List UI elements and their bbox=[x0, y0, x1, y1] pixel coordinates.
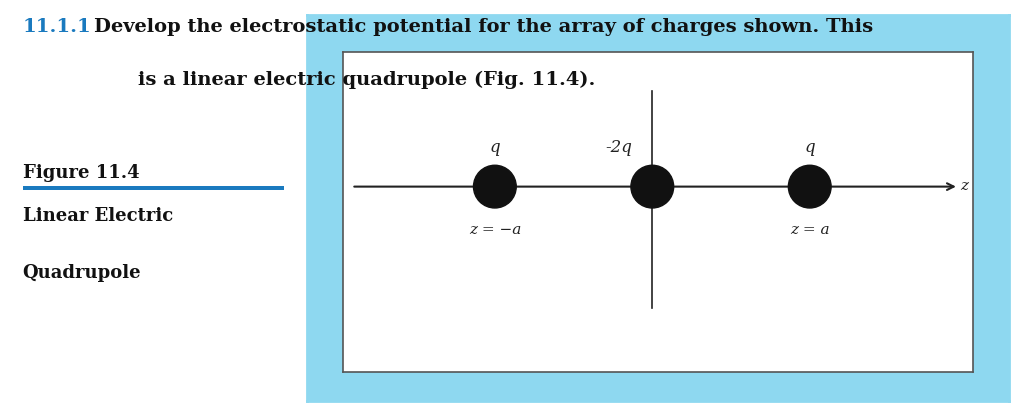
Text: z: z bbox=[961, 179, 969, 193]
Ellipse shape bbox=[473, 166, 516, 209]
Text: is a linear electric quadrupole (Fig. 11.4).: is a linear electric quadrupole (Fig. 11… bbox=[138, 70, 596, 89]
Text: Develop the electrostatic potential for the array of charges shown. This: Develop the electrostatic potential for … bbox=[94, 18, 873, 36]
Text: z = −a: z = −a bbox=[469, 222, 521, 236]
Text: 11.1.1: 11.1.1 bbox=[23, 18, 91, 36]
Text: q: q bbox=[805, 138, 815, 155]
Text: Figure 11.4: Figure 11.4 bbox=[23, 164, 139, 182]
Text: -2q: -2q bbox=[605, 138, 632, 155]
Text: z = a: z = a bbox=[790, 222, 829, 236]
Text: Quadrupole: Quadrupole bbox=[23, 264, 141, 282]
Text: q: q bbox=[489, 138, 500, 155]
Ellipse shape bbox=[631, 166, 674, 209]
Text: Linear Electric: Linear Electric bbox=[23, 207, 173, 225]
Ellipse shape bbox=[788, 166, 831, 209]
